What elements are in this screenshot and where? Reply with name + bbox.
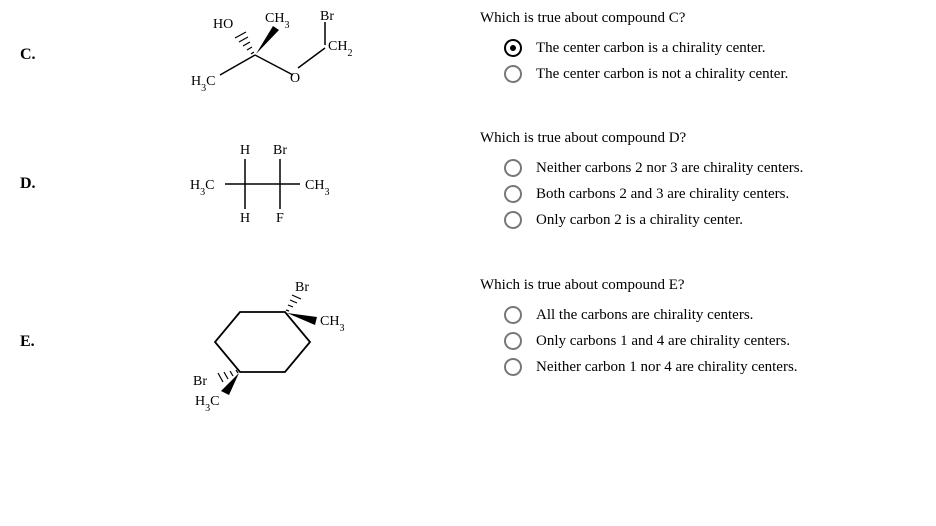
question-row-d: D. H Br H3C CH3 H F Which is true about … [20,130,916,237]
radio-icon[interactable] [504,65,522,83]
svg-text:Br: Br [273,143,287,158]
svg-text:CH2: CH2 [328,39,352,59]
question-row-c: C. [20,10,916,100]
option-text: Only carbons 1 and 4 are chirality cente… [536,333,790,350]
option-d-0[interactable]: Neither carbons 2 nor 3 are chirality ce… [504,159,916,177]
option-text: Neither carbons 2 nor 3 are chirality ce… [536,160,803,177]
svg-text:H: H [240,143,250,158]
option-text: The center carbon is a chirality center. [536,40,765,57]
svg-text:HO: HO [213,17,233,32]
option-c-1[interactable]: The center carbon is not a chirality cen… [504,65,916,83]
option-text: All the carbons are chirality centers. [536,307,753,324]
svg-text:CH3: CH3 [320,314,344,334]
radio-icon[interactable] [504,39,522,57]
structure-e: Br CH3 Br H3C [50,277,460,407]
question-prompt: Which is true about compound C? [480,10,916,27]
option-text: The center carbon is not a chirality cen… [536,66,788,83]
option-text: Only carbon 2 is a chirality center. [536,212,743,229]
svg-text:H3C: H3C [195,394,219,414]
right-column: Which is true about compound E? All the … [460,277,916,407]
left-column: C. [20,10,460,100]
radio-icon[interactable] [504,185,522,203]
question-prompt: Which is true about compound D? [480,130,916,147]
svg-text:F: F [276,211,284,226]
radio-icon[interactable] [504,332,522,350]
left-column: E. Br CH3 [20,277,460,407]
question-prompt: Which is true about compound E? [480,277,916,294]
svg-text:Br: Br [295,280,309,295]
option-e-2[interactable]: Neither carbon 1 nor 4 are chirality cen… [504,358,916,376]
svg-text:O: O [290,71,300,86]
question-letter: C. [20,46,50,64]
svg-text:Br: Br [320,9,334,24]
option-text: Neither carbon 1 nor 4 are chirality cen… [536,359,798,376]
question-letter: E. [20,333,50,351]
question-row-e: E. Br CH3 [20,277,916,407]
option-e-1[interactable]: Only carbons 1 and 4 are chirality cente… [504,332,916,350]
svg-text:CH3: CH3 [305,178,329,198]
svg-text:H3C: H3C [190,178,214,198]
option-d-2[interactable]: Only carbon 2 is a chirality center. [504,211,916,229]
option-d-1[interactable]: Both carbons 2 and 3 are chirality cente… [504,185,916,203]
radio-icon[interactable] [504,358,522,376]
option-e-0[interactable]: All the carbons are chirality centers. [504,306,916,324]
option-c-0[interactable]: The center carbon is a chirality center. [504,39,916,57]
radio-icon[interactable] [504,306,522,324]
right-column: Which is true about compound D? Neither … [460,130,916,237]
svg-text:H3C: H3C [191,74,215,94]
svg-text:Br: Br [193,374,207,389]
svg-text:H: H [240,211,250,226]
structure-d: H Br H3C CH3 H F [50,134,460,234]
structure-c: HO CH3 Br CH2 O H3C [50,10,460,100]
left-column: D. H Br H3C CH3 H F [20,130,460,237]
radio-icon[interactable] [504,159,522,177]
option-text: Both carbons 2 and 3 are chirality cente… [536,186,789,203]
svg-text:CH3: CH3 [265,11,289,31]
radio-icon[interactable] [504,211,522,229]
right-column: Which is true about compound C? The cent… [460,10,916,100]
question-letter: D. [20,175,50,193]
